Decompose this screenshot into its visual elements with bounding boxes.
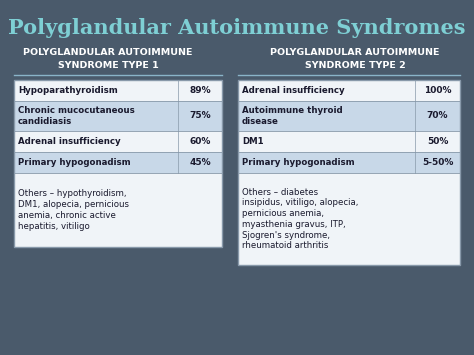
Text: Hypoparathyroidism: Hypoparathyroidism <box>18 86 118 95</box>
Text: POLYGLANDULAR AUTOIMMUNE
SYNDROME TYPE 1: POLYGLANDULAR AUTOIMMUNE SYNDROME TYPE 1 <box>23 48 193 70</box>
Text: 70%: 70% <box>427 111 448 120</box>
Text: 89%: 89% <box>189 86 211 95</box>
Bar <box>238 101 460 131</box>
Bar <box>14 80 222 101</box>
Bar <box>14 152 222 173</box>
Text: Primary hypogonadism: Primary hypogonadism <box>242 158 355 167</box>
Bar <box>238 152 460 173</box>
Text: Others – hypothyroidism,
DM1, alopecia, pernicious
anemia, chronic active
hepati: Others – hypothyroidism, DM1, alopecia, … <box>18 189 129 231</box>
Text: Autoimmune thyroid
disease: Autoimmune thyroid disease <box>242 106 343 126</box>
Bar <box>14 80 222 247</box>
Bar <box>14 101 222 131</box>
Text: Others – diabetes
insipidus, vitiligo, alopecia,
pernicious anemia,
myasthenia g: Others – diabetes insipidus, vitiligo, a… <box>242 188 358 250</box>
Text: Adrenal insufficiency: Adrenal insufficiency <box>18 137 120 146</box>
Text: 50%: 50% <box>427 137 448 146</box>
Text: Chronic mucocutaneous
candidiasis: Chronic mucocutaneous candidiasis <box>18 106 135 126</box>
Bar <box>238 173 460 265</box>
Text: 60%: 60% <box>189 137 210 146</box>
Text: 100%: 100% <box>424 86 451 95</box>
Text: Polyglandular Autoimmune Syndromes: Polyglandular Autoimmune Syndromes <box>8 18 466 38</box>
Bar <box>14 173 222 247</box>
Text: Primary hypogonadism: Primary hypogonadism <box>18 158 131 167</box>
Text: POLYGLANDULAR AUTOIMMUNE
SYNDROME TYPE 2: POLYGLANDULAR AUTOIMMUNE SYNDROME TYPE 2 <box>270 48 440 70</box>
Bar <box>238 131 460 152</box>
Bar <box>238 80 460 265</box>
Text: 5-50%: 5-50% <box>422 158 453 167</box>
Bar <box>14 131 222 152</box>
Bar <box>238 80 460 101</box>
Text: DM1: DM1 <box>242 137 264 146</box>
Text: 45%: 45% <box>189 158 211 167</box>
Text: 75%: 75% <box>189 111 211 120</box>
Text: Adrenal insufficiency: Adrenal insufficiency <box>242 86 345 95</box>
